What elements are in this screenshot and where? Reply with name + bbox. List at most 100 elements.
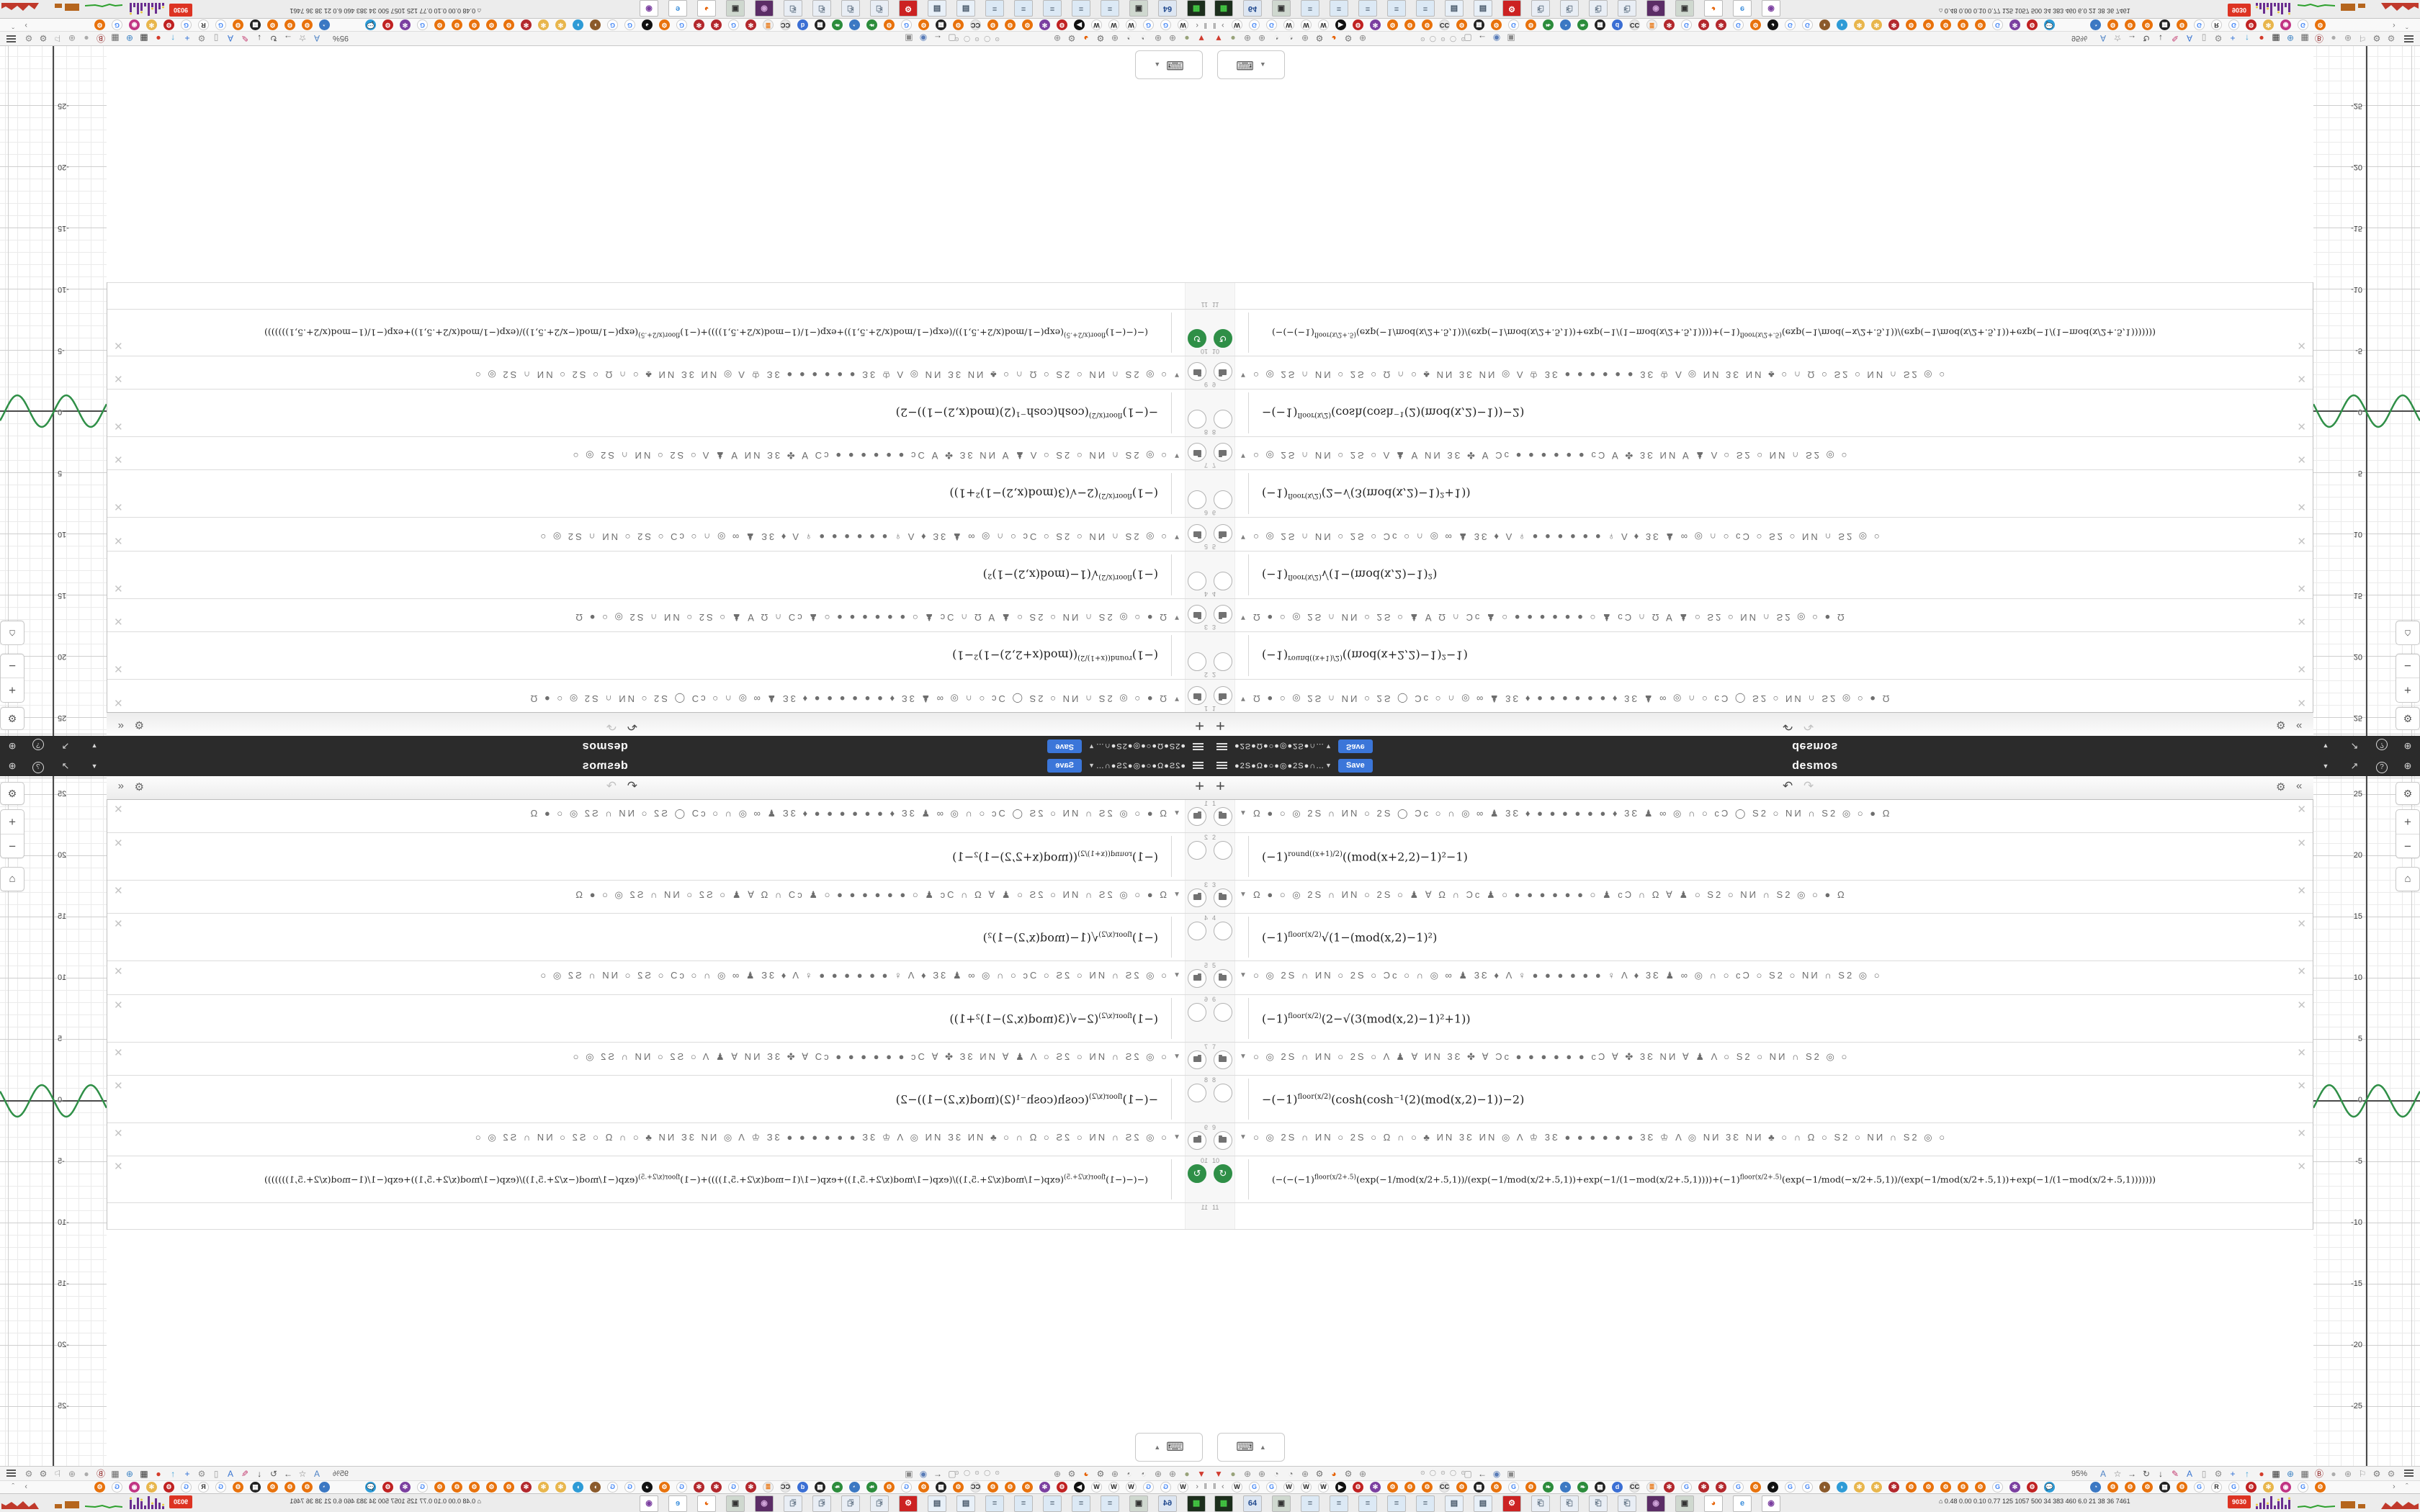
bookmark-favicon[interactable]: ≣ [1646,1482,1657,1493]
download-icon[interactable]: ↓ [257,33,261,43]
expression-latex[interactable]: (−(−(−1)floor(x/2+.5)(exp(−1/mod(x/2+.5,… [264,1174,1148,1185]
bookmark-favicon[interactable]: ⚙ [1422,1482,1433,1493]
undo-icon[interactable]: ↶ [1783,779,1793,793]
bookmark-favicon[interactable]: W [1283,1482,1294,1493]
translate-ext-icon[interactable]: A [228,33,234,43]
folder-title[interactable]: Ω ● ○ ◎ 2S ∩ ИN ○ 2S ◯ Ɔc ○ ∩ ◎ ∞ ♟ 3Ɛ ♦… [1253,808,1892,819]
bookmark-favicon[interactable]: CC [780,1482,791,1493]
bookmark-favicon[interactable]: G [417,1482,428,1493]
bookmark-favicon[interactable]: ⚙ [987,19,998,30]
bookmark-favicon[interactable]: ✻ [1871,19,1882,30]
folder-title[interactable]: ○ ◎ 2S ∩ ИN ○ 2S ○ Ɔc ○ ∩ ◎ ∞ ♟ 3Ɛ ♦ Λ ♀… [1253,531,1882,542]
bookmark-favicon[interactable]: ⚙ [2315,1482,2326,1493]
bookmark-favicon[interactable]: ⚙ [163,19,174,30]
expression-latex[interactable]: (−1)floor(x/2)√(1−(mod(x,2)−1)²) [982,568,1158,582]
dot-icon[interactable]: ● [2331,1469,2336,1479]
wrench-icon[interactable]: ⚙ [2372,1469,2381,1479]
record-icon[interactable]: ● [2259,33,2264,43]
gear-icon[interactable]: ⚙ [1067,33,1076,43]
help-icon[interactable]: ? [2375,760,2388,773]
bookmark-favicon[interactable]: ⚙ [1353,19,1363,30]
bookmark-favicon[interactable]: ▶ [1074,1482,1085,1493]
folder-icon[interactable] [1188,888,1206,907]
bookmark-favicon[interactable]: G [676,19,687,30]
bookmark-favicon[interactable]: ⚙ [1005,1482,1016,1493]
language-globe-icon[interactable]: ⊕ [8,760,17,771]
bookmark-favicon[interactable]: ⚙ [884,1482,895,1493]
bookmark-favicon[interactable]: G [1681,1482,1692,1493]
expression-row[interactable]: 8 −(−1)floor(x/2)(cosh(cosh⁻¹(2)(mod(x,2)… [1210,389,2313,436]
gear-icon[interactable]: ⚙ [197,1469,206,1479]
hidden-curve-icon[interactable] [1214,1084,1232,1102]
ext-dot-icon[interactable]: ● [1184,33,1190,43]
bookmark-favicon[interactable]: ▦ [250,1482,261,1493]
bookmark-favicon[interactable]: G [215,1482,226,1493]
delete-row-button[interactable]: ✕ [2297,804,2306,816]
taskbar-app-icon[interactable]: ≡ [1101,0,1119,17]
zoom-in-button[interactable]: + [1,810,24,834]
delete-row-button[interactable]: ✕ [2297,372,2306,384]
gauge-icon[interactable]: ◔ [1288,1469,1294,1479]
bookmark-favicon[interactable]: ⚙ [884,19,895,30]
bookmark-favicon[interactable]: G [112,19,122,30]
keyboard-toggle-button[interactable]: ⌨▲ [1135,1433,1203,1462]
delete-row-button[interactable]: ✕ [114,837,123,850]
gauge-icon[interactable]: ◔ [1141,33,1147,43]
add-ext-icon[interactable]: + [184,33,190,43]
lock-icon[interactable]: ▣ [1507,1469,1515,1479]
bookmark-favicon[interactable]: G [1733,19,1744,30]
hidden-curve-icon[interactable] [1214,922,1232,940]
hidden-curve-icon[interactable] [1214,1003,1232,1022]
bookmark-favicon[interactable]: ⚙ [1387,19,1398,30]
delete-row-button[interactable]: ✕ [2297,966,2306,978]
flag-icon[interactable]: ⚐ [53,33,62,43]
taskbar-app-icon[interactable]: ⎗ [841,1495,860,1512]
forward-icon[interactable]: → [2128,33,2136,43]
gear-icon[interactable]: ⚙ [24,1469,33,1479]
folder-row[interactable]: 7 ▼ ○ ◎ 2S ∩ ИN ○ 2S ○ Λ ♟ ∀ ИN 3Ɛ ✤ ∀ Ɔc … [107,1043,1210,1076]
edit-list-gear-icon[interactable]: ⚙ [2276,719,2286,731]
bookmark-favicon[interactable]: ⚙ [987,1482,998,1493]
reload-icon[interactable]: ↻ [269,33,278,43]
share-icon[interactable]: ↗ [2350,760,2359,771]
bookmark-favicon[interactable]: G [1802,1482,1813,1493]
bookmarks-overflow-icon[interactable]: › [2393,1482,2396,1491]
bookmark-favicon[interactable]: ✻ [1698,19,1709,30]
bookmark-favicon[interactable]: ⚙ [1923,19,1934,30]
globe-icon[interactable]: ⊕ [1154,33,1162,43]
bookmark-favicon[interactable]: ▶ [1335,19,1346,30]
bookmark-favicon[interactable]: G [1143,19,1154,30]
folder-row[interactable]: 9 ▼ ○ ◎ 2S ∩ ИN ○ 2S ○ Ω ∩ ○ ♣ ИN 3Ɛ ИN ◎ … [1210,1123,2313,1156]
bookmark-favicon[interactable]: ❧ [832,19,843,30]
folder-title[interactable]: Ω ● ○ ◎ 2S ∩ ИN ○ 2S ○ ♟ ∀ Ω ∩ Ɔc ♟ ○ ● … [573,889,1167,900]
bookmark-favicon[interactable]: G [901,19,912,30]
bookmark-favicon[interactable]: ✻ [1698,1482,1709,1493]
keyboard-toggle-button[interactable]: ⌨▲ [1217,1433,1285,1462]
folder-icon[interactable]: ▢ [948,33,956,43]
taskbar-app-icon[interactable]: e [668,1495,687,1512]
translate-icon[interactable]: A [2099,1469,2106,1479]
expression-row[interactable]: 4 (−1)floor(x/2)√(1−(mod(x,2)−1)²) ✕ [107,551,1210,598]
folder-icon[interactable] [1214,524,1232,543]
shield-icon[interactable]: ◉ [919,33,928,43]
bookmark-favicon[interactable]: ⚙ [953,19,964,30]
graph-settings-button[interactable]: ⚙ [2396,782,2420,805]
folder-caret-icon[interactable]: ▼ [1240,371,1247,379]
bookmark-favicon[interactable]: ❧ [1577,1482,1588,1493]
mouse-icon[interactable]: ▯ [213,1469,219,1479]
taskbar-app-icon[interactable]: ⎗ [1589,0,1608,17]
gauge-icon[interactable]: ◔ [1126,33,1132,43]
folder-icon[interactable] [1188,524,1206,543]
url-text[interactable]: ⊙ ◯ ⊙ ◯ ⊙ [1420,36,1467,42]
back-icon[interactable]: ← [1478,1469,1487,1479]
bookmark-favicon[interactable]: ⚙ [1940,1482,1951,1493]
bookmark-favicon[interactable]: ⚙ [469,19,480,30]
trash-icon[interactable]: ▦ [2300,33,2309,43]
expression-row[interactable]: 6 (−1)floor(x/2)(2−√(3(mod(x,2)−1)²+1)) ✕ [1210,995,2313,1043]
bookmark-favicon[interactable]: ⚙ [94,19,105,30]
taskbar-app-icon[interactable]: 64 [1243,0,1262,17]
bookmark-favicon[interactable]: ✻ [1871,1482,1882,1493]
folder-icon[interactable] [1188,969,1206,988]
add-expression-button[interactable]: + [1216,777,1225,795]
folder-icon[interactable]: ▢ [948,1469,956,1479]
